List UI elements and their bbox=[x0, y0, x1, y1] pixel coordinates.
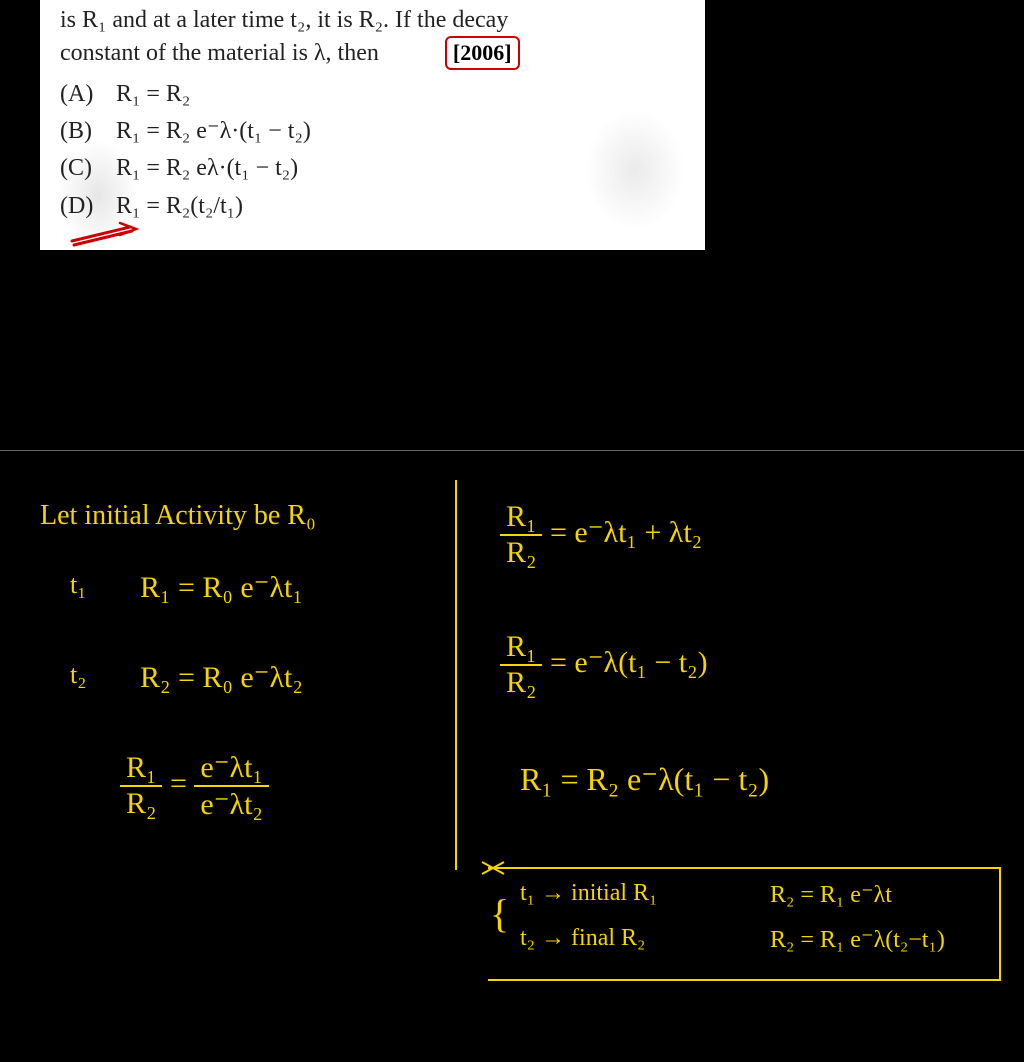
box-line-t2: t₂ → final R₂ bbox=[520, 925, 645, 952]
frac-exp: e⁻λt₁ e⁻λt₂ bbox=[194, 750, 269, 822]
frac-r1r2-left: R₁ R₂ bbox=[120, 751, 162, 821]
option-a: (A) R₁ = R₂ bbox=[60, 76, 685, 113]
question-box: is R₁ and at a later time t₂, it is R₂. … bbox=[40, 0, 705, 250]
r2-num: R₁ bbox=[500, 630, 542, 666]
frac-r1r2-r1: R₁ R₂ bbox=[500, 500, 542, 570]
box-line-t1: t₁ → initial R₁ bbox=[520, 880, 657, 907]
option-d-label: (D) bbox=[60, 188, 93, 225]
frac-exp-num: e⁻λt₁ bbox=[194, 750, 269, 787]
option-d-text: R₁ = R₂(t₂/t₁) bbox=[116, 193, 243, 219]
hand-left-4: R₁ R₂ = e⁻λt₁ e⁻λt₂ bbox=[120, 750, 269, 822]
option-c-text: R₁ = R₂ eλ·(t₁ − t₂) bbox=[116, 155, 298, 181]
r2-den: R₂ bbox=[500, 666, 542, 700]
option-c: (C) R₁ = R₂ eλ·(t₁ − t₂) bbox=[60, 150, 685, 187]
eq-sign: = bbox=[170, 767, 194, 800]
hand-left-1: Let initial Activity be R₀ bbox=[40, 500, 316, 532]
hand-left-2: R₁ = R₀ e⁻λt₁ bbox=[140, 570, 303, 605]
r1-rhs: = e⁻λt₁ + λt₂ bbox=[550, 516, 702, 549]
box-brace: { bbox=[490, 890, 509, 937]
option-b: (B) R₁ = R₂ e⁻λ·(t₁ − t₂) bbox=[60, 113, 685, 150]
r2-rhs: = e⁻λ(t₁ − t₂) bbox=[550, 646, 708, 679]
option-a-label: (A) bbox=[60, 76, 93, 113]
option-c-label: (C) bbox=[60, 150, 92, 187]
year-tag: [2006] bbox=[445, 36, 520, 70]
r1-num: R₁ bbox=[500, 500, 542, 536]
option-a-text: R₁ = R₂ bbox=[116, 81, 190, 107]
frac-exp-den: e⁻λt₂ bbox=[194, 787, 269, 822]
hand-left-2-pre: t₁ bbox=[70, 570, 86, 600]
r1-den: R₂ bbox=[500, 536, 542, 570]
vertical-divider bbox=[455, 480, 457, 870]
question-stem-line1: is R₁ and at a later time t₂, it is R₂. … bbox=[60, 4, 685, 36]
section-divider bbox=[0, 450, 1024, 451]
question-stem-line2: constant of the material is λ, then bbox=[60, 40, 379, 66]
hand-right-1: R₁ R₂ = e⁻λt₁ + λt₂ bbox=[500, 500, 702, 570]
frac-r1r2-r2: R₁ R₂ bbox=[500, 630, 542, 700]
box-eq2: R₂ = R₁ e⁻λ(t₂−t₁) bbox=[770, 925, 945, 954]
option-d: (D) R₁ = R₂(t₂/t₁) bbox=[60, 188, 685, 225]
hand-right-3: R₁ = R₂ e⁻λ(t₁ − t₂) bbox=[520, 760, 769, 798]
hand-right-2: R₁ R₂ = e⁻λ(t₁ − t₂) bbox=[500, 630, 708, 700]
option-b-text: R₁ = R₂ e⁻λ·(t₁ − t₂) bbox=[116, 118, 311, 144]
hand-left-3-pre: t₂ bbox=[70, 660, 86, 690]
option-b-label: (B) bbox=[60, 113, 92, 150]
frac-num: R₁ bbox=[120, 751, 162, 787]
frac-den: R₂ bbox=[120, 787, 162, 821]
handwritten-solution: Let initial Activity be R₀ t₁ R₁ = R₀ e⁻… bbox=[0, 480, 1024, 1060]
box-eq1: R₂ = R₁ e⁻λt bbox=[770, 880, 892, 909]
hand-left-3: R₂ = R₀ e⁻λt₂ bbox=[140, 660, 303, 695]
options-list: (A) R₁ = R₂ (B) R₁ = R₂ e⁻λ·(t₁ − t₂) (C… bbox=[60, 76, 685, 225]
question-stem-line2-wrap: constant of the material is λ, then [200… bbox=[60, 36, 685, 70]
